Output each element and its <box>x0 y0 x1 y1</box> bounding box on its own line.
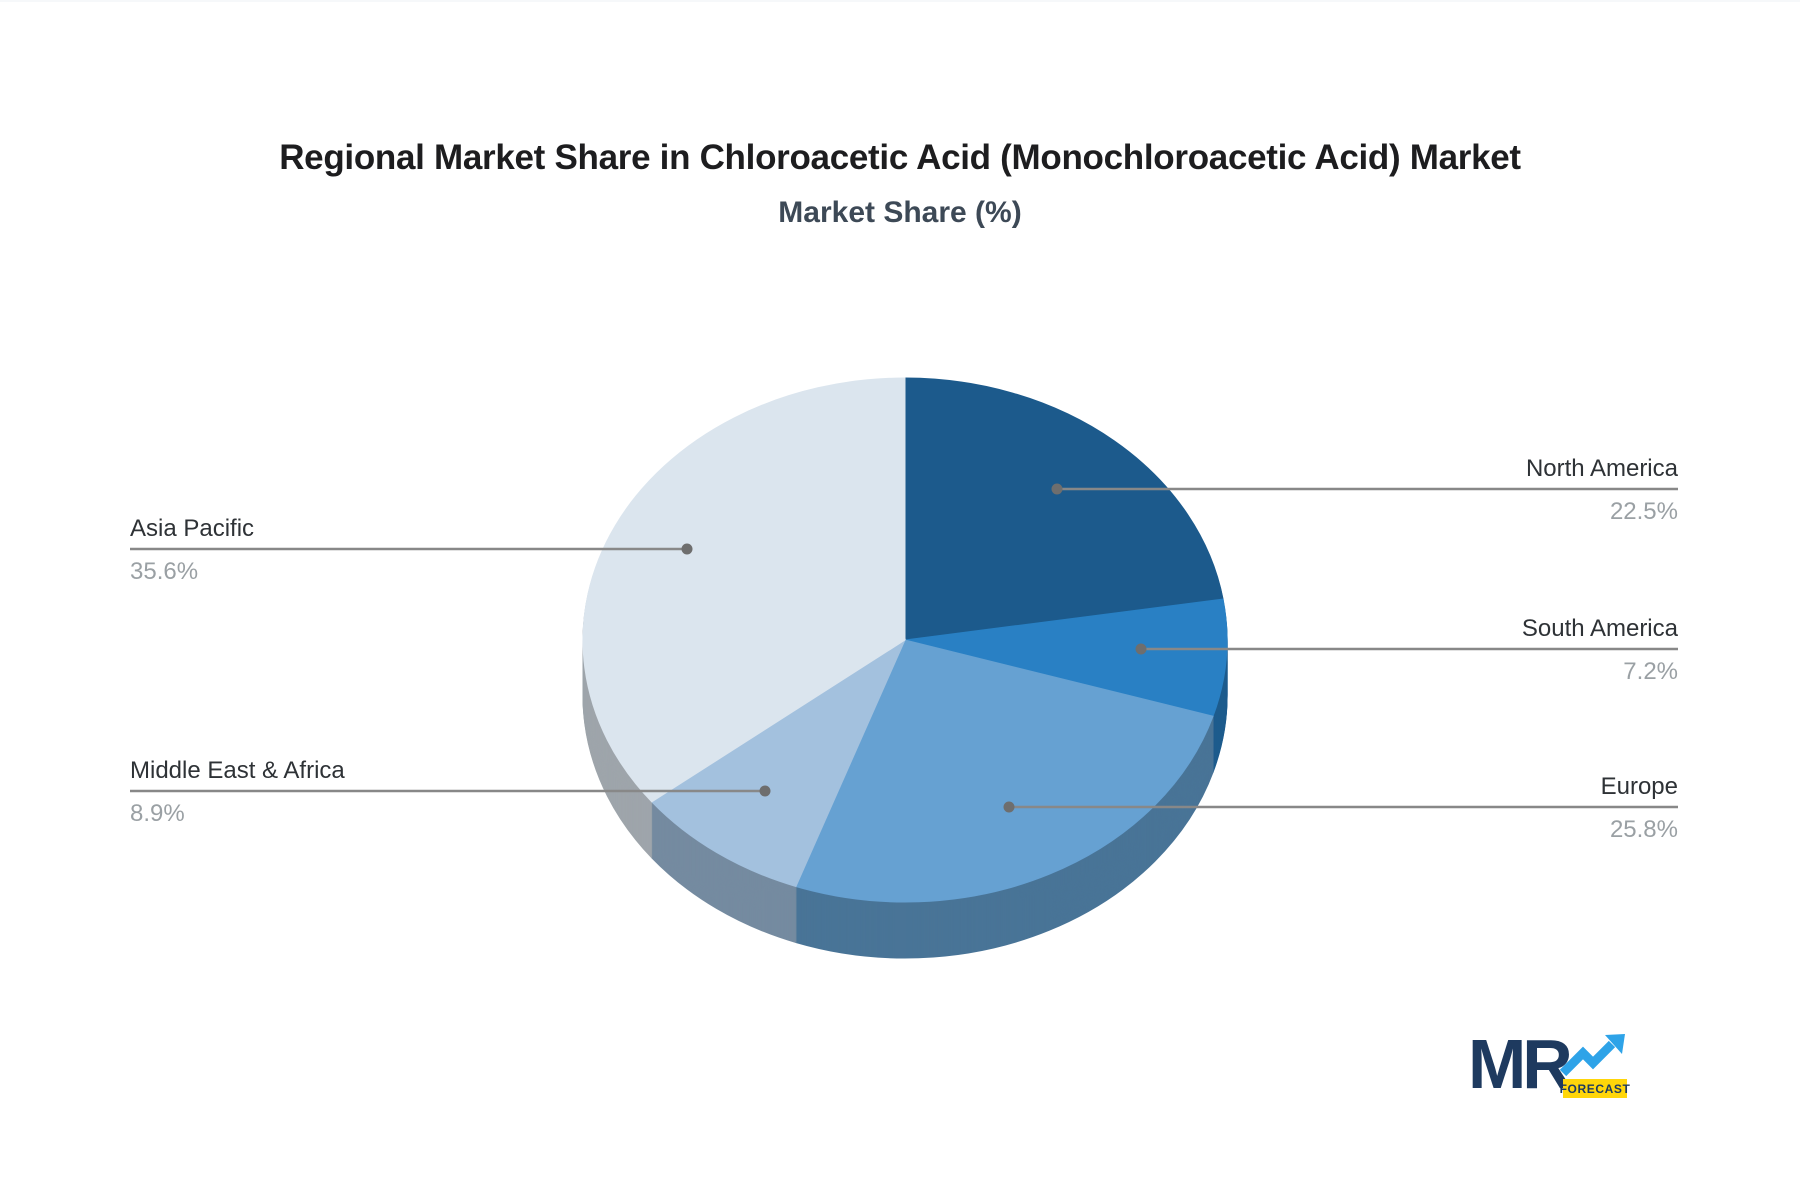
pie-slice-asia-pacific[interactable] <box>582 377 906 803</box>
callout-value: 8.9% <box>130 800 185 827</box>
chart-title: Regional Market Share in Chloroacetic Ac… <box>279 138 1521 177</box>
logo-mr-text: MR <box>1468 1025 1573 1103</box>
callout-label: Middle East & Africa <box>130 757 345 784</box>
leader-dot <box>681 543 693 555</box>
callout-label: South America <box>1521 615 1678 642</box>
logo-forecast-text: FORECAST <box>1559 1081 1631 1096</box>
pie-slice-middle-east-africa[interactable] <box>651 638 907 888</box>
pie-slice-south-america[interactable] <box>904 598 1228 717</box>
callout-value: 35.6% <box>130 558 199 585</box>
callout-value: 22.5% <box>1609 498 1678 525</box>
callout-value: 7.2% <box>1623 658 1678 685</box>
leader-dot <box>1003 801 1015 813</box>
callout-label: Europe <box>1600 773 1678 800</box>
pie-slice-europe[interactable] <box>795 639 1214 903</box>
chart-subtitle: Market Share (%) <box>778 196 1022 229</box>
brand-logo: MR FORECAST <box>1468 1025 1638 1105</box>
leader-dot <box>1135 643 1147 655</box>
top-edge-divider <box>0 0 1800 2</box>
callout-label: North America <box>1525 455 1678 482</box>
callout-label: Asia Pacific <box>130 515 255 542</box>
callout-value: 25.8% <box>1609 816 1678 843</box>
pie-slice-north-america[interactable] <box>904 377 1224 641</box>
leader-dot <box>759 785 771 797</box>
logo-forecast-badge: FORECAST <box>1560 1079 1630 1098</box>
leader-dot <box>1051 483 1063 495</box>
trend-arrow-icon <box>1560 1034 1625 1077</box>
